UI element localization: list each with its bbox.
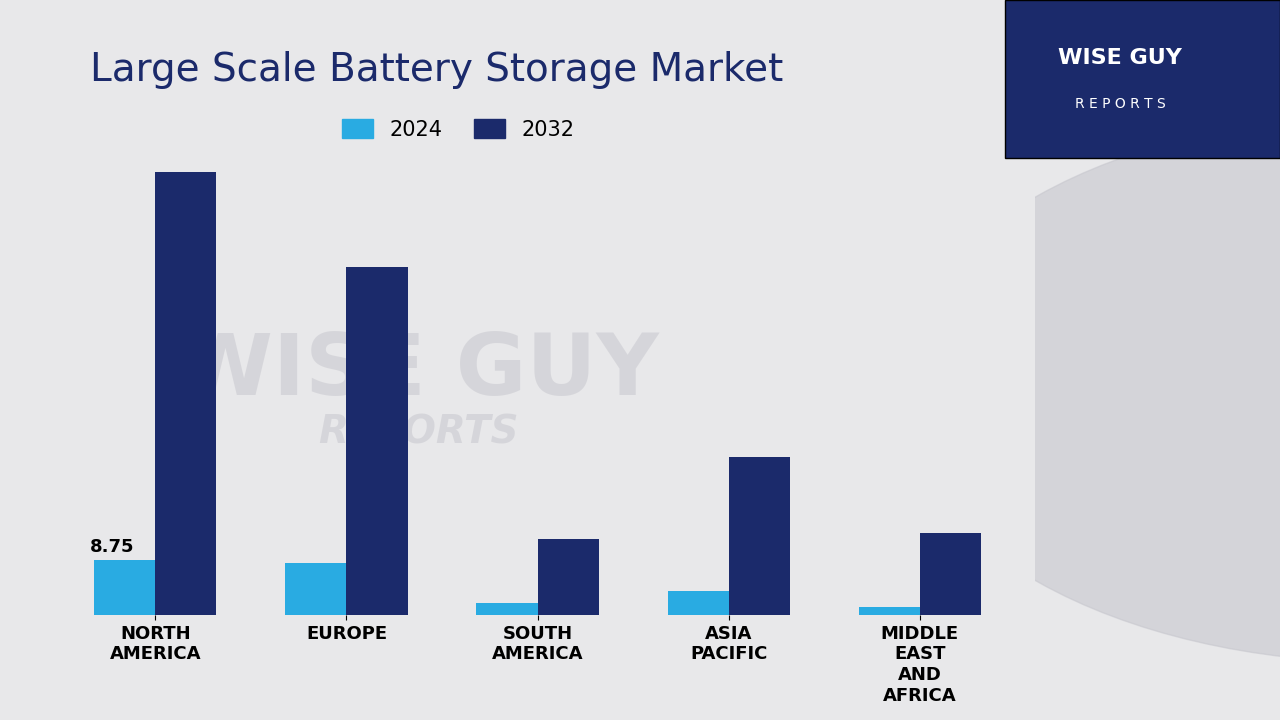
Bar <box>920 533 980 615</box>
Bar <box>347 267 407 615</box>
Legend: 2024, 2032: 2024, 2032 <box>332 109 585 150</box>
Bar <box>859 607 920 615</box>
Text: WISE GUY: WISE GUY <box>178 330 659 413</box>
Bar <box>538 539 599 615</box>
Text: WISE GUY: WISE GUY <box>1059 48 1181 68</box>
Text: REPORTS: REPORTS <box>317 414 518 451</box>
Text: R E P O R T S: R E P O R T S <box>1075 97 1165 112</box>
Text: Large Scale Battery Storage Market: Large Scale Battery Storage Market <box>91 51 783 89</box>
Bar <box>155 172 216 615</box>
Bar <box>285 563 347 615</box>
Text: 8.75: 8.75 <box>91 539 134 557</box>
Bar <box>95 559 155 615</box>
Bar <box>668 591 728 615</box>
Bar <box>476 603 538 615</box>
Bar <box>728 456 790 615</box>
